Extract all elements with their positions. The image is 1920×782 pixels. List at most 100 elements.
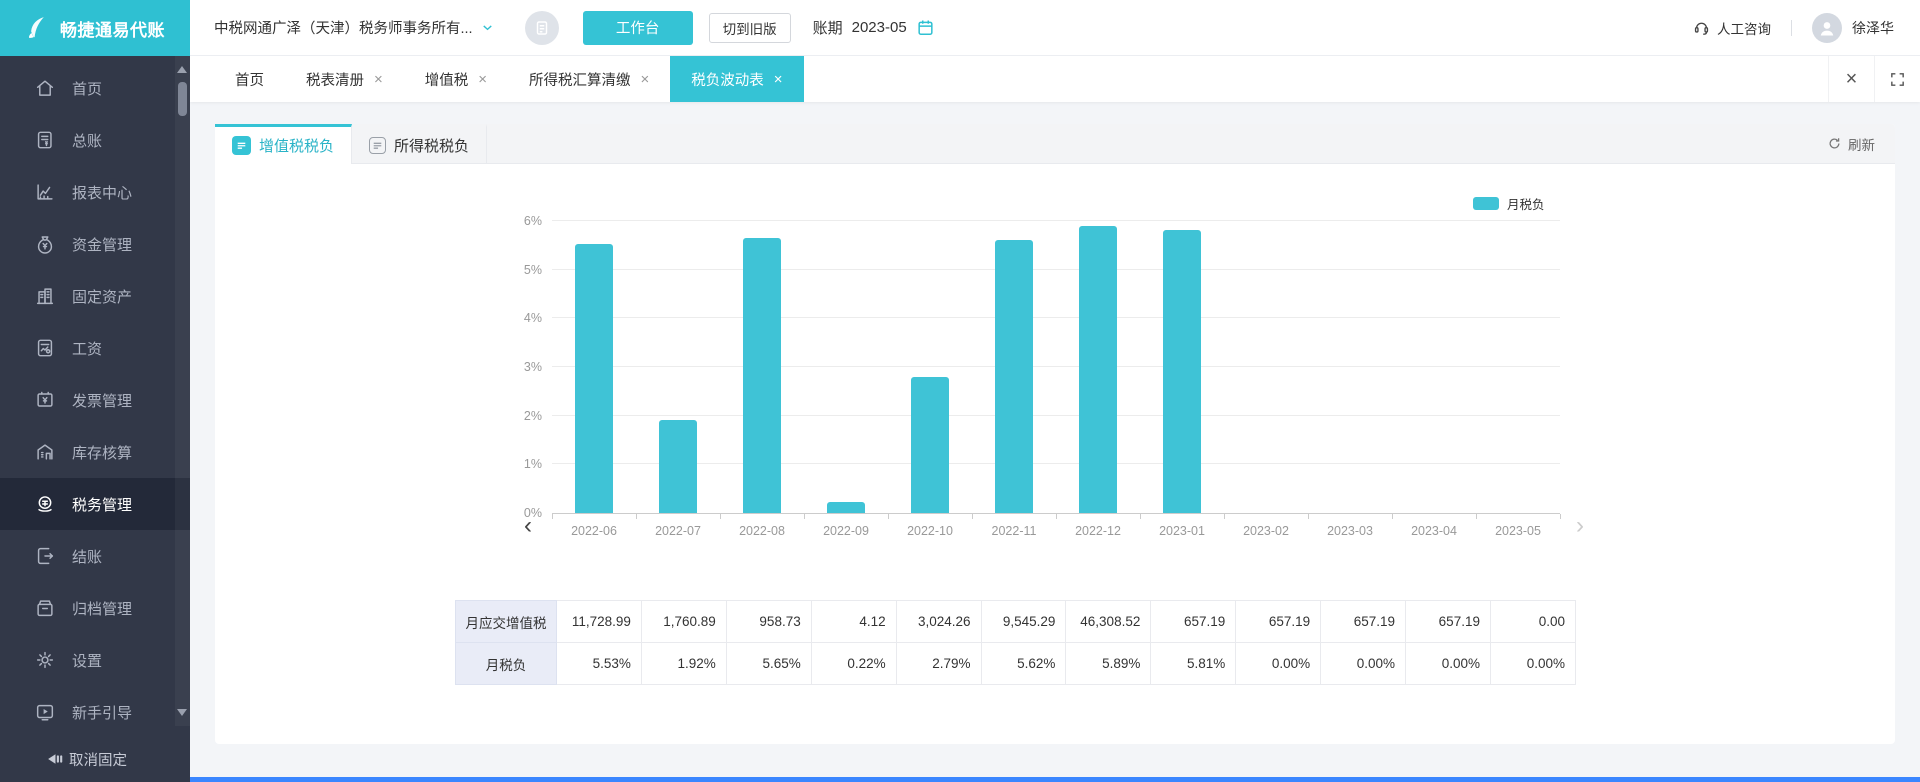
x-axis-tick	[552, 514, 553, 519]
sidebar-item-label: 新手引导	[72, 704, 133, 722]
invoice-icon	[34, 389, 56, 411]
sidebar-item-invoice[interactable]: 发票管理	[0, 374, 190, 426]
x-axis-label: 2022-07	[655, 524, 701, 538]
funds-icon	[34, 233, 56, 255]
tab-close-icon[interactable]: ×	[374, 70, 383, 88]
x-axis-tick	[1308, 514, 1309, 519]
sidebar-item-general-ledger[interactable]: 总账	[0, 114, 190, 166]
avatar	[1812, 12, 1842, 43]
sidebar-scrollbar-track[interactable]	[175, 56, 190, 726]
bottom-accent-bar	[190, 777, 1920, 782]
table-row: 月应交增值税 11,728.99 1,760.89 958.73 4.12 3,024.2…	[455, 600, 1577, 643]
tab-label: 税表清册	[306, 72, 364, 89]
switch-old-version-button[interactable]: 切到旧版	[708, 12, 791, 43]
period-value[interactable]: 2023-05	[851, 19, 907, 36]
legend-item[interactable]: 月税负	[1473, 194, 1545, 213]
unpin-button[interactable]: 取消固定	[0, 744, 127, 774]
tab-home[interactable]: 首页	[214, 56, 285, 102]
support-label: 人工咨询	[1717, 21, 1771, 37]
x-axis-label: 2023-03	[1327, 524, 1373, 538]
subtab-vat-burden[interactable]: 增值税税负	[215, 124, 353, 164]
sidebar-item-salary[interactable]: 工资	[0, 322, 190, 374]
subtab-income-tax-burden[interactable]: 所得税税负	[352, 124, 488, 163]
row-label: 月税负	[455, 642, 557, 685]
calendar-icon[interactable]	[916, 18, 935, 37]
scroll-up-icon[interactable]	[177, 66, 187, 73]
closing-icon	[34, 545, 56, 567]
sidebar-item-label: 发票管理	[72, 392, 133, 410]
sidebar-item-fixed-assets[interactable]: 固定资产	[0, 270, 190, 322]
bar-2022-11[interactable]	[995, 239, 1033, 513]
bar-2022-10[interactable]	[911, 377, 949, 513]
refresh-button[interactable]: 刷新	[1827, 124, 1875, 163]
sidebar-item-funds[interactable]: 资金管理	[0, 218, 190, 270]
table-cell: 4.12	[810, 600, 897, 643]
logo-text: 畅捷通易代账	[60, 20, 165, 40]
plot-area	[552, 220, 1561, 519]
accounting-period: 账期 2023-05	[813, 17, 935, 38]
row-label: 月应交增值税	[455, 600, 557, 643]
table-cell: 11,728.99	[556, 600, 642, 643]
legend-label: 月税负	[1507, 198, 1545, 212]
sidebar-item-label: 归档管理	[72, 600, 133, 618]
period-label: 账期	[812, 20, 843, 37]
sidebar-item-label: 设置	[72, 652, 103, 670]
sidebar-item-settings[interactable]: 设置	[0, 634, 190, 686]
y-axis-tick: 3%	[523, 360, 542, 374]
x-axis-label: 2022-12	[1075, 524, 1121, 538]
sidebar-item-archive[interactable]: 归档管理	[0, 582, 190, 634]
sidebar-item-report-center[interactable]: 报表中心	[0, 166, 190, 218]
tab-vat[interactable]: 增值税 ×	[404, 56, 508, 102]
vat-burden-icon	[232, 136, 251, 155]
sidebar-item-home[interactable]: 首页	[0, 62, 190, 114]
fullscreen-icon[interactable]	[1874, 56, 1920, 102]
tab-actions: ×	[1828, 56, 1920, 102]
close-tab-icon[interactable]: ×	[1828, 56, 1874, 102]
bar-2023-01[interactable]	[1163, 230, 1201, 513]
tab-tax-burden-fluctuation[interactable]: 税负波动表 ×	[670, 56, 804, 102]
bar-2022-09[interactable]	[827, 502, 865, 513]
bar-2022-12[interactable]	[1079, 226, 1117, 513]
scrollbar-thumb[interactable]	[178, 82, 187, 116]
bar-2022-08[interactable]	[743, 238, 781, 513]
bar-2022-07[interactable]	[659, 419, 697, 513]
tab-tax-form-register[interactable]: 税表清册 ×	[285, 56, 404, 102]
sidebar-item-tax[interactable]: 税务管理	[0, 478, 190, 530]
headset-icon	[1693, 19, 1710, 36]
x-axis-label: 2022-08	[739, 524, 785, 538]
company-selector[interactable]: 中税网通广泽（天津）税务师事务所有...	[214, 17, 495, 38]
table-cell: 2.79%	[895, 642, 982, 685]
general-ledger-icon	[34, 129, 56, 151]
chart-prev-icon[interactable]: ‹	[524, 512, 532, 539]
table-cell: 5.53%	[556, 642, 642, 685]
user-menu[interactable]: 徐泽华	[1812, 12, 1894, 43]
sidebar-item-closing[interactable]: 结账	[0, 530, 190, 582]
tax-burden-card: 增值税税负 所得税税负 刷新 月税负 ‹ › 0% 1% 2% 3% 4% 5% 6% 2022…	[215, 124, 1895, 744]
support-link[interactable]: 人工咨询	[1693, 18, 1771, 38]
tab-income-tax-settlement[interactable]: 所得税汇算清缴 ×	[508, 56, 670, 102]
tab-close-icon[interactable]: ×	[478, 70, 488, 88]
sidebar-item-guide[interactable]: 新手引导	[0, 686, 190, 738]
scroll-down-icon[interactable]	[177, 709, 187, 716]
subtab-label: 增值税税负	[259, 138, 335, 155]
sidebar-item-label: 税务管理	[72, 496, 133, 514]
gridline	[552, 220, 1560, 221]
chart-next-icon[interactable]: ›	[1576, 512, 1584, 539]
tab-close-icon[interactable]: ×	[773, 70, 783, 88]
bar-2022-06[interactable]	[575, 243, 613, 513]
gridline	[552, 463, 1560, 465]
daily-report-button[interactable]	[524, 10, 559, 45]
tax-icon	[34, 493, 56, 515]
gridline	[552, 366, 1560, 367]
sidebar-item-label: 总账	[72, 132, 103, 150]
tab-close-icon[interactable]: ×	[640, 70, 650, 88]
table-cell: 5.89%	[1065, 642, 1152, 685]
workbench-button[interactable]: 工作台	[582, 10, 693, 45]
sidebar-item-inventory[interactable]: 库存核算	[0, 426, 190, 478]
x-axis-label: 2023-05	[1495, 524, 1541, 538]
sidebar-item-label: 首页	[72, 80, 103, 98]
tab-label: 增值税	[424, 72, 469, 89]
guide-icon	[34, 701, 56, 723]
x-axis-tick	[1140, 514, 1141, 519]
sidebar-item-label: 资金管理	[72, 236, 133, 254]
